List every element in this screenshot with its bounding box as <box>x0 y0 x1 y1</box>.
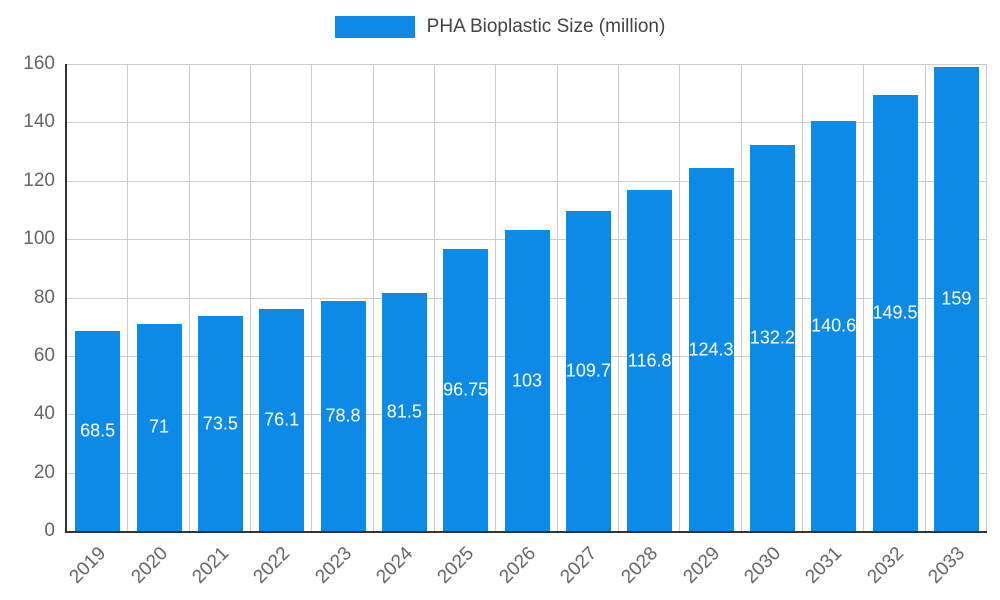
gridline-vertical <box>127 64 129 531</box>
y-axis-tick-label: 120 <box>23 169 55 191</box>
x-axis-tick-label: 2028 <box>617 543 663 588</box>
bar-value-label: 68.5 <box>80 420 116 441</box>
bar-value-label: 124.3 <box>688 339 734 360</box>
gridline-vertical <box>740 64 742 531</box>
x-axis-tick-label: 2029 <box>679 543 724 588</box>
bar-value-label: 78.8 <box>325 405 361 426</box>
x-axis-tick-label: 2030 <box>740 543 786 588</box>
bar-value-label: 71 <box>148 416 170 437</box>
bar-value-label: 109.7 <box>565 360 611 381</box>
gridline-vertical <box>250 64 251 531</box>
y-axis-tick-label: 140 <box>23 111 55 133</box>
bar-2027[interactable] <box>565 210 611 531</box>
bar-value-label: 149.5 <box>872 302 918 323</box>
gridline-vertical <box>372 64 374 531</box>
bar-2021[interactable] <box>197 316 243 531</box>
gridline-vertical <box>924 64 926 531</box>
bar-value-label: 132.2 <box>749 327 795 348</box>
bar-2020[interactable] <box>136 323 182 531</box>
gridline-horizontal <box>67 122 987 124</box>
x-axis-tick-label: 2026 <box>495 543 540 588</box>
bar-2033[interactable] <box>933 66 979 531</box>
x-axis-tick-label: 2022 <box>249 543 295 588</box>
y-axis-tick-label: 100 <box>23 228 55 250</box>
plot-area: 0 20 40 60 80 100 120 140 160 68.5 2019 71 2020 73.5 2… <box>23 53 987 588</box>
gridline-vertical <box>495 64 497 531</box>
bar-2028[interactable] <box>627 190 673 531</box>
bar-2024[interactable] <box>381 293 427 531</box>
y-axis-tick-label: 0 <box>44 520 55 541</box>
y-axis-tick-label: 80 <box>33 286 55 308</box>
bar-2026[interactable] <box>504 230 550 531</box>
bar-2019[interactable] <box>75 331 121 531</box>
x-axis-tick-label: 2027 <box>556 543 602 588</box>
gridline-vertical <box>802 64 803 531</box>
bar-2030[interactable] <box>749 145 795 531</box>
gridline-vertical <box>618 64 619 531</box>
chart-legend[interactable]: PHA Bioplastic Size (million) <box>0 16 1000 38</box>
gridline-vertical <box>311 64 313 531</box>
legend-label: PHA Bioplastic Size (million) <box>426 16 666 37</box>
x-axis-tick-label: 2031 <box>801 543 847 588</box>
bar-value-label: 159 <box>941 288 972 309</box>
gridline-horizontal <box>67 180 987 182</box>
bar-value-label: 76.1 <box>264 409 300 430</box>
bar-2032[interactable] <box>872 94 918 531</box>
bar-2025[interactable] <box>443 248 489 531</box>
bar-value-label: 73.5 <box>202 413 238 434</box>
x-axis-tick-label: 2033 <box>924 543 970 588</box>
x-axis-tick-label: 2024 <box>372 543 418 588</box>
x-axis-tick-label: 2032 <box>863 543 908 588</box>
gridline-vertical <box>434 64 435 531</box>
bar-value-label: 81.5 <box>386 401 422 422</box>
bar-2029[interactable] <box>688 168 734 531</box>
gridline-vertical <box>188 64 190 531</box>
legend-swatch <box>334 16 415 38</box>
y-axis-tick-label: 60 <box>33 344 55 366</box>
bar-2031[interactable] <box>811 120 857 531</box>
gridline-vertical <box>986 64 987 531</box>
y-axis-tick-label: 40 <box>33 403 55 425</box>
x-axis-tick-label: 2023 <box>311 543 356 588</box>
x-axis-tick-label: 2021 <box>188 543 234 588</box>
bar-value-label: 116.8 <box>627 350 672 371</box>
bar-value-label: 103 <box>511 370 543 391</box>
bar-2022[interactable] <box>259 308 305 531</box>
y-axis-tick-label: 20 <box>33 461 55 483</box>
gridline-horizontal <box>67 64 987 65</box>
x-axis-tick-label: 2019 <box>65 543 111 588</box>
x-axis-tick-label: 2020 <box>127 543 172 588</box>
y-axis-tick-label: 160 <box>23 53 55 74</box>
x-axis-tick-label: 2025 <box>433 543 479 588</box>
gridline-vertical <box>556 64 558 531</box>
bar-value-label: 140.6 <box>811 315 857 336</box>
gridline-vertical <box>679 64 681 531</box>
bar-value-label: 96.75 <box>443 379 489 400</box>
gridline-vertical <box>863 64 865 531</box>
bar-2023[interactable] <box>320 301 366 531</box>
